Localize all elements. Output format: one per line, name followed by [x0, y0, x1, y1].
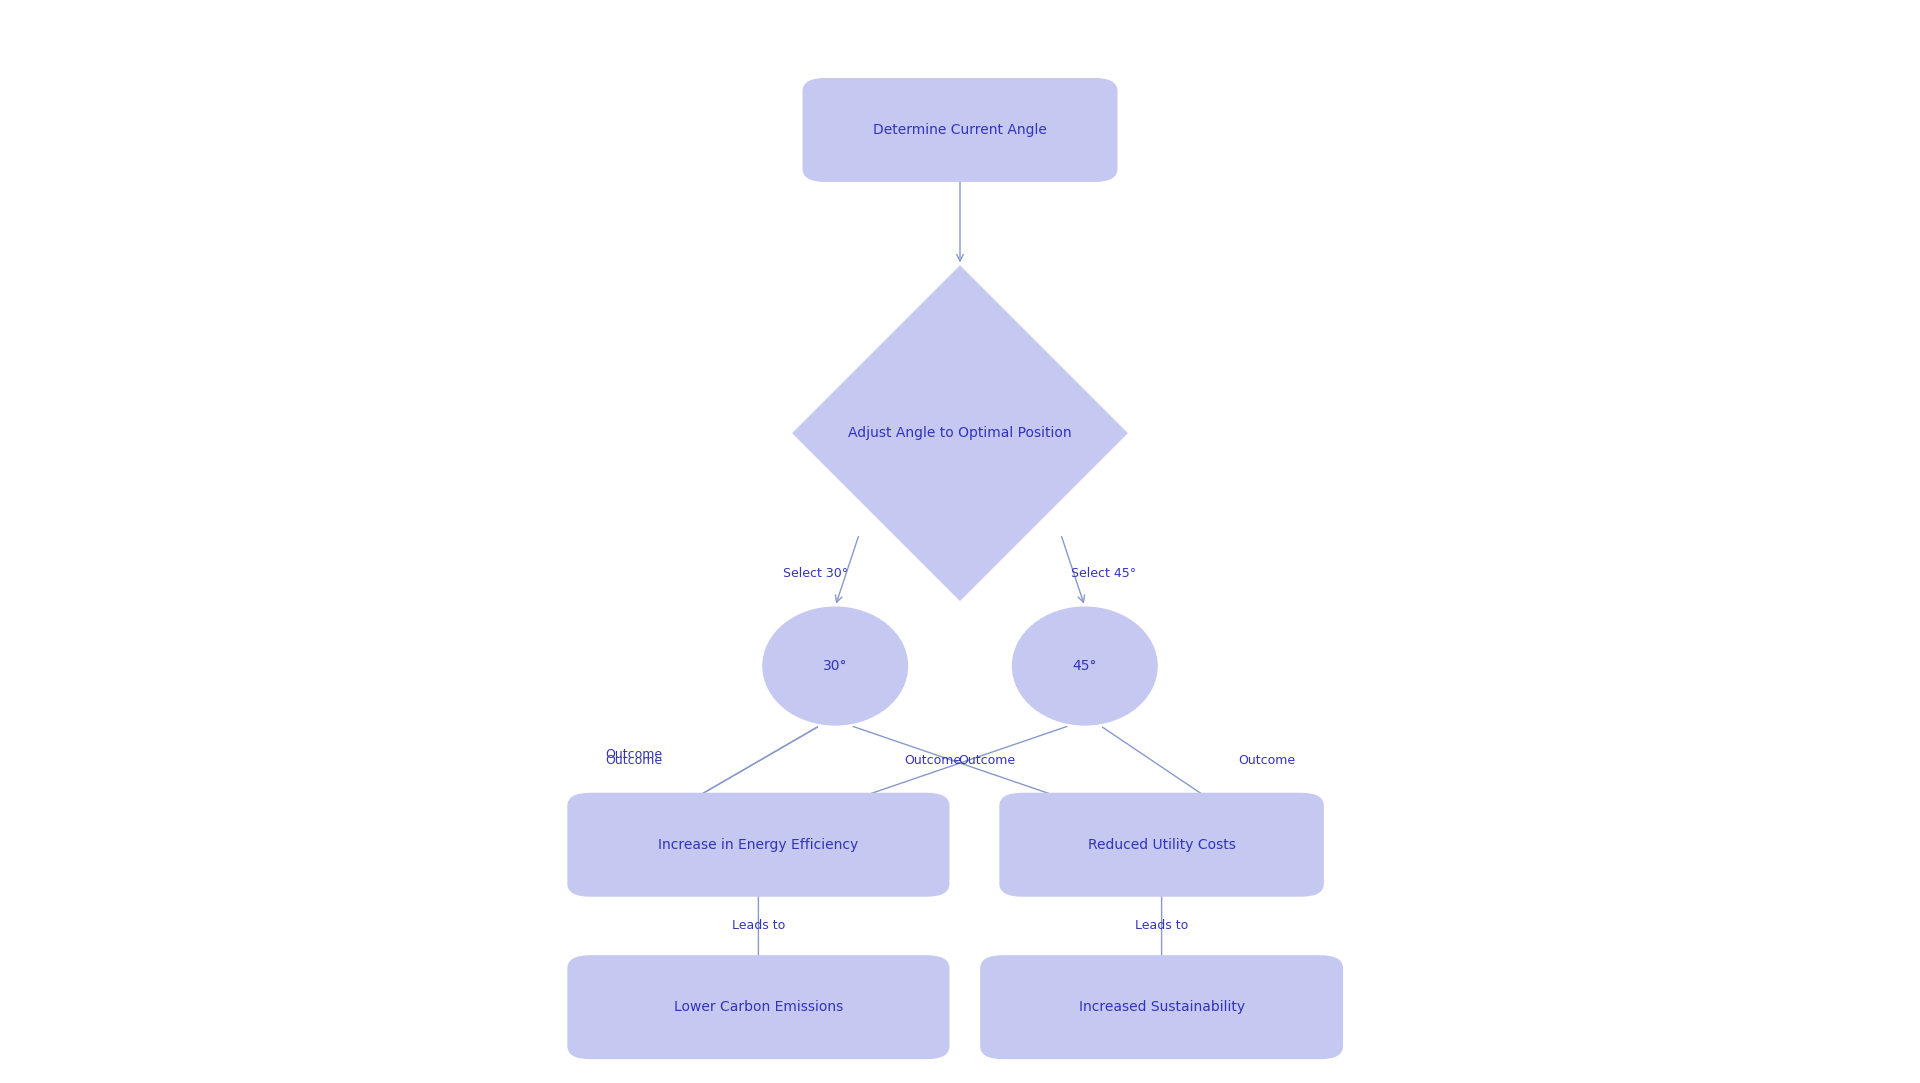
Ellipse shape — [762, 606, 908, 726]
Text: 45°: 45° — [1073, 660, 1096, 673]
Text: Select 30°: Select 30° — [783, 567, 849, 580]
FancyBboxPatch shape — [979, 955, 1344, 1059]
FancyBboxPatch shape — [568, 793, 948, 897]
Text: Lower Carbon Emissions: Lower Carbon Emissions — [674, 1001, 843, 1014]
Text: Adjust Angle to Optimal Position: Adjust Angle to Optimal Position — [849, 427, 1071, 440]
Text: Leads to: Leads to — [732, 919, 785, 932]
Text: Outcome: Outcome — [958, 754, 1016, 767]
FancyBboxPatch shape — [568, 955, 948, 1059]
Text: Outcome: Outcome — [605, 754, 662, 767]
Text: Leads to: Leads to — [1135, 919, 1188, 932]
Text: Reduced Utility Costs: Reduced Utility Costs — [1087, 838, 1236, 851]
Text: 30°: 30° — [824, 660, 847, 673]
Text: Outcome: Outcome — [605, 748, 662, 761]
Text: Determine Current Angle: Determine Current Angle — [874, 123, 1046, 136]
FancyBboxPatch shape — [803, 78, 1117, 182]
Text: Outcome: Outcome — [904, 754, 962, 767]
Polygon shape — [793, 265, 1127, 601]
Text: Increase in Energy Efficiency: Increase in Energy Efficiency — [659, 838, 858, 851]
Text: Outcome: Outcome — [1238, 754, 1296, 767]
Ellipse shape — [1012, 606, 1158, 726]
Text: Select 45°: Select 45° — [1071, 567, 1137, 580]
Text: Increased Sustainability: Increased Sustainability — [1079, 1001, 1244, 1014]
FancyBboxPatch shape — [998, 793, 1325, 897]
